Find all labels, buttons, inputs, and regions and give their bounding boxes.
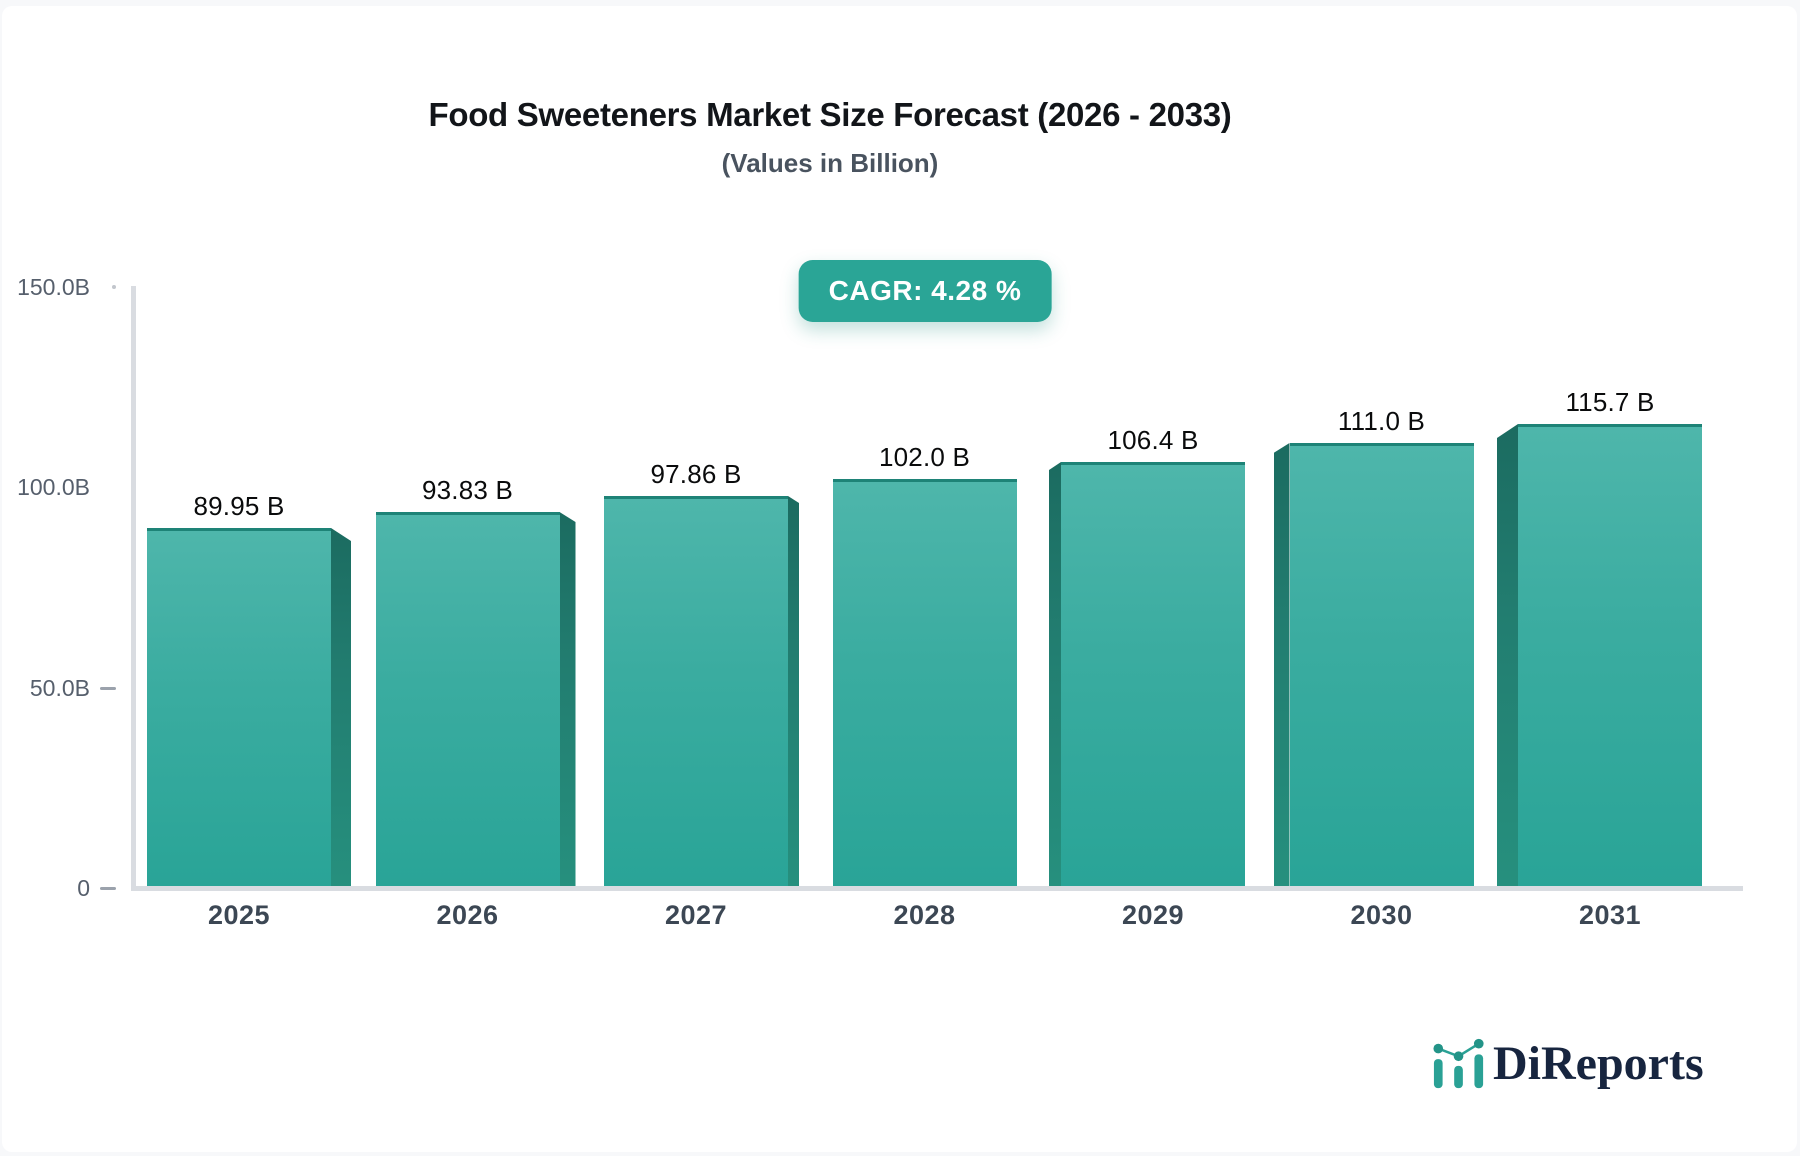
bar-value-label: 93.83 B (421, 475, 514, 505)
cagr-badge: CAGR: 4.28 % (798, 260, 1052, 322)
bar-side-face (331, 528, 351, 891)
y-axis-line (131, 286, 136, 891)
x-axis-tick-label: 2031 (1578, 900, 1642, 930)
bar[interactable] (1518, 424, 1702, 888)
bar-value-label: 102.0 B (878, 442, 971, 472)
x-axis-tick-label: 2029 (1121, 900, 1185, 930)
bar[interactable] (147, 528, 331, 888)
bar[interactable] (604, 496, 788, 888)
chart-title: Food Sweeteners Market Size Forecast (20… (428, 96, 1232, 133)
x-axis-tick-label: 2030 (1350, 900, 1413, 930)
bar-side-face (1497, 424, 1518, 891)
x-axis-tick-label: 2025 (207, 900, 271, 930)
x-axis-line (131, 886, 1743, 891)
x-axis-tick-label: 2027 (664, 900, 728, 930)
y-axis-tick-mark (100, 687, 116, 690)
y-axis-tick-mark (100, 887, 116, 890)
bar-value-label: 97.86 B (650, 459, 742, 489)
y-axis-tick-label: 150.0B (17, 274, 90, 300)
y-axis-tick-label: 50.0B (29, 675, 90, 701)
x-axis-tick-label: 2026 (436, 900, 499, 930)
bar-side-face (559, 512, 576, 891)
bar[interactable] (1289, 443, 1474, 888)
bar-value-label: 115.7 B (1565, 387, 1655, 417)
bar-chart-logo-icon (1433, 1038, 1484, 1089)
bar[interactable] (375, 512, 560, 888)
y-axis-tick-mark (112, 285, 116, 289)
brand-logo-text: DiReports (1493, 1037, 1704, 1090)
bar-side-face (1049, 462, 1061, 891)
y-axis-tick-label: 0 (77, 875, 90, 901)
bar[interactable] (1061, 462, 1245, 888)
bar-value-label: 111.0 B (1337, 406, 1426, 436)
bar-value-label: 89.95 B (193, 491, 285, 521)
brand-logo: DiReports (1432, 1036, 1704, 1090)
y-axis-tick-label: 100.0B (17, 474, 90, 500)
chart-subtitle: (Values in Billion) (721, 148, 939, 178)
x-axis-tick-label: 2028 (893, 900, 956, 930)
bar-side-face (788, 496, 799, 891)
bar-value-label: 106.4 B (1107, 425, 1199, 455)
bar-side-face (1273, 443, 1290, 891)
bar[interactable] (832, 479, 1017, 888)
